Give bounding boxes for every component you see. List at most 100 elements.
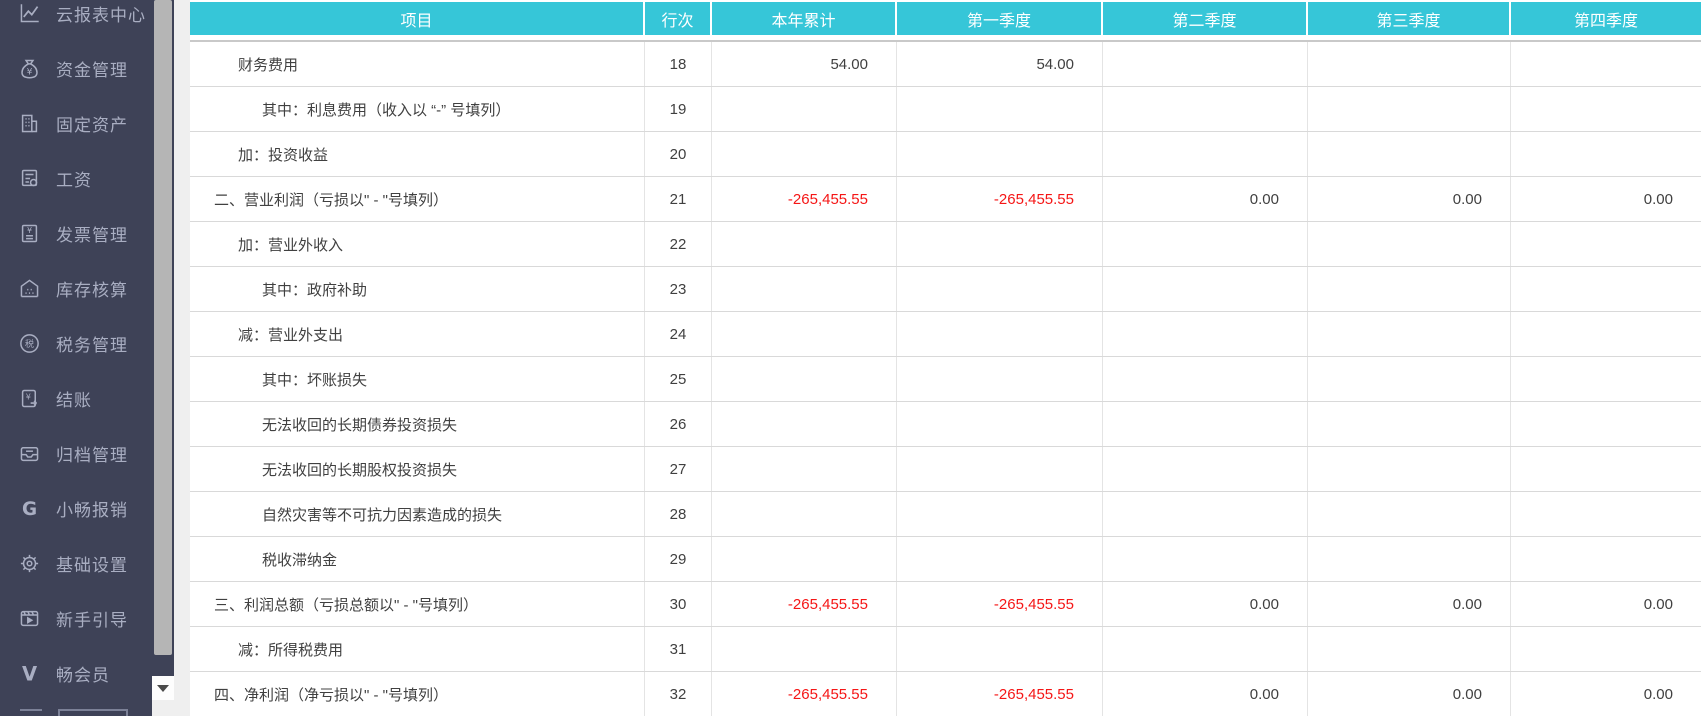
cell-q3 — [1308, 402, 1511, 446]
cell-line-no: 32 — [645, 672, 712, 716]
cell-q1 — [897, 627, 1103, 671]
cell-ytd: -265,455.55 — [712, 672, 897, 716]
sidebar-item-chart-line[interactable]: 云报表中心 — [0, 0, 152, 41]
cell-q3: 0.00 — [1308, 672, 1511, 716]
sidebar-item-invoice[interactable]: ¥ 发票管理 — [0, 206, 152, 261]
cell-q1 — [897, 87, 1103, 131]
table-row: 其中：利息费用（收入以 “-” 号填列） 19 — [190, 87, 1701, 132]
cell-q2 — [1103, 222, 1308, 266]
table-row: 四、净利润（净亏损以" - "号填列） 32 -265,455.55 -265,455… — [190, 672, 1701, 716]
cell-q1 — [897, 402, 1103, 446]
sidebar-scrollbar[interactable] — [152, 0, 174, 700]
scrollbar-thumb[interactable] — [154, 0, 172, 655]
cell-line-no: 29 — [645, 537, 712, 581]
calculator-icon — [17, 167, 41, 191]
svg-text:¥: ¥ — [26, 226, 31, 235]
sidebar-item-tax[interactable]: 税 税务管理 — [0, 316, 152, 371]
table-row: 财务费用 18 54.00 54.00 — [190, 42, 1701, 87]
cell-q1 — [897, 537, 1103, 581]
sidebar-item-money-bag[interactable]: ¥ 资金管理 — [0, 41, 152, 96]
cell-q4 — [1511, 222, 1701, 266]
cell-item: 自然灾害等不可抗力因素造成的损失 — [190, 492, 645, 536]
sidebar-item-label: 基础设置 — [56, 556, 128, 575]
cell-q1 — [897, 447, 1103, 491]
archive-icon — [17, 442, 41, 466]
cell-line-no: 21 — [645, 177, 712, 221]
cell-q3 — [1308, 537, 1511, 581]
cell-q3 — [1308, 357, 1511, 401]
svg-text:G: G — [21, 499, 36, 520]
header-cell-q2: 第二季度 — [1103, 2, 1308, 35]
cell-line-no: 18 — [645, 42, 712, 86]
sidebar-item-vip[interactable]: V 畅会员 — [0, 646, 152, 701]
cell-line-no: 28 — [645, 492, 712, 536]
cell-line-no: 30 — [645, 582, 712, 626]
table-body: 财务费用 18 54.00 54.00 其中：利息费用（收入以 “-” 号填列） 19 加：… — [190, 42, 1701, 716]
cell-item: 减：所得税费用 — [190, 627, 645, 671]
money-bag-icon: ¥ — [17, 57, 41, 81]
cell-q1 — [897, 492, 1103, 536]
cell-item: 三、利润总额（亏损总额以" - "号填列） — [190, 582, 645, 626]
cell-ytd: -265,455.55 — [712, 582, 897, 626]
cell-item: 加：营业外收入 — [190, 222, 645, 266]
sidebar-item-calculator[interactable]: 工资 — [0, 151, 152, 206]
cell-line-no: 23 — [645, 267, 712, 311]
sidebar-item-video-guide[interactable]: 新手引导 — [0, 591, 152, 646]
cell-q2: 0.00 — [1103, 177, 1308, 221]
cell-item: 无法收回的长期股权投资损失 — [190, 447, 645, 491]
cell-line-no: 31 — [645, 627, 712, 671]
cell-q1 — [897, 132, 1103, 176]
building-icon — [17, 112, 41, 136]
cell-q4 — [1511, 132, 1701, 176]
sidebar-item-gear[interactable]: 基础设置 — [0, 536, 152, 591]
cell-q2 — [1103, 267, 1308, 311]
cell-item: 其中：利息费用（收入以 “-” 号填列） — [190, 87, 645, 131]
svg-text:税: 税 — [24, 338, 33, 350]
table-row: 无法收回的长期股权投资损失 27 — [190, 447, 1701, 492]
cell-q4 — [1511, 87, 1701, 131]
sidebar-item-g-logo[interactable]: G 小畅报销 — [0, 481, 152, 536]
sidebar-item-warehouse[interactable]: 库存核算 — [0, 261, 152, 316]
sidebar: 云报表中心 ¥ 资金管理 固定资产 工资 ¥ 发票管理 库存核算税 税务管理 ¥ 结账 归档管理 G 小畅… — [0, 0, 152, 716]
cell-q4: 0.00 — [1643, 685, 1673, 703]
table-row: 其中：政府补助 23 — [190, 267, 1701, 312]
sidebar-item-label: 库存核算 — [56, 281, 128, 300]
chevron-down-icon — [157, 684, 169, 692]
sidebar-item-label: 畅会员 — [56, 666, 110, 685]
table-row: 自然灾害等不可抗力因素造成的损失 28 — [190, 492, 1701, 537]
cell-q3: 0.00 — [1308, 177, 1511, 221]
cell-q4: 0.00 — [1643, 595, 1673, 613]
sidebar-item-label: 工资 — [56, 171, 92, 190]
cell-q3 — [1308, 42, 1511, 86]
sidebar-item-building[interactable]: 固定资产 — [0, 96, 152, 151]
warehouse-icon — [17, 277, 41, 301]
header-cell-q1: 第一季度 — [897, 2, 1103, 35]
sidebar-item-label: 归档管理 — [56, 446, 128, 465]
sidebar-item-label: 资金管理 — [56, 61, 128, 80]
cell-q3 — [1308, 132, 1511, 176]
cell-ytd — [712, 402, 897, 446]
cell-ytd — [712, 627, 897, 671]
cell-q2 — [1103, 537, 1308, 581]
cell-item: 其中：政府补助 — [190, 267, 645, 311]
cell-q1 — [897, 357, 1103, 401]
sidebar-item-label: 结账 — [56, 391, 92, 410]
cell-item: 加：投资收益 — [190, 132, 645, 176]
sidebar-item-archive[interactable]: 归档管理 — [0, 426, 152, 481]
cell-item: 四、净利润（净亏损以" - "号填列） — [190, 672, 645, 716]
cell-q2 — [1103, 627, 1308, 671]
cell-q4 — [1511, 537, 1701, 581]
cell-q1 — [897, 267, 1103, 311]
sidebar-item-label: 发票管理 — [56, 226, 128, 245]
cell-q3: 0.00 — [1308, 582, 1511, 626]
cell-q4 — [1511, 42, 1701, 86]
cell-item: 无法收回的长期债券投资损失 — [190, 402, 645, 446]
cell-q4 — [1511, 492, 1701, 536]
cell-q2 — [1103, 132, 1308, 176]
cell-q3 — [1308, 267, 1511, 311]
cell-q4 — [1511, 312, 1701, 356]
scrollbar-down-button[interactable] — [152, 676, 174, 700]
sidebar-item-ledger[interactable]: ¥ 结账 — [0, 371, 152, 426]
table-header: 项目 行次 本年累计 第一季度 第二季度 第三季度 第四季度 — [190, 2, 1701, 42]
